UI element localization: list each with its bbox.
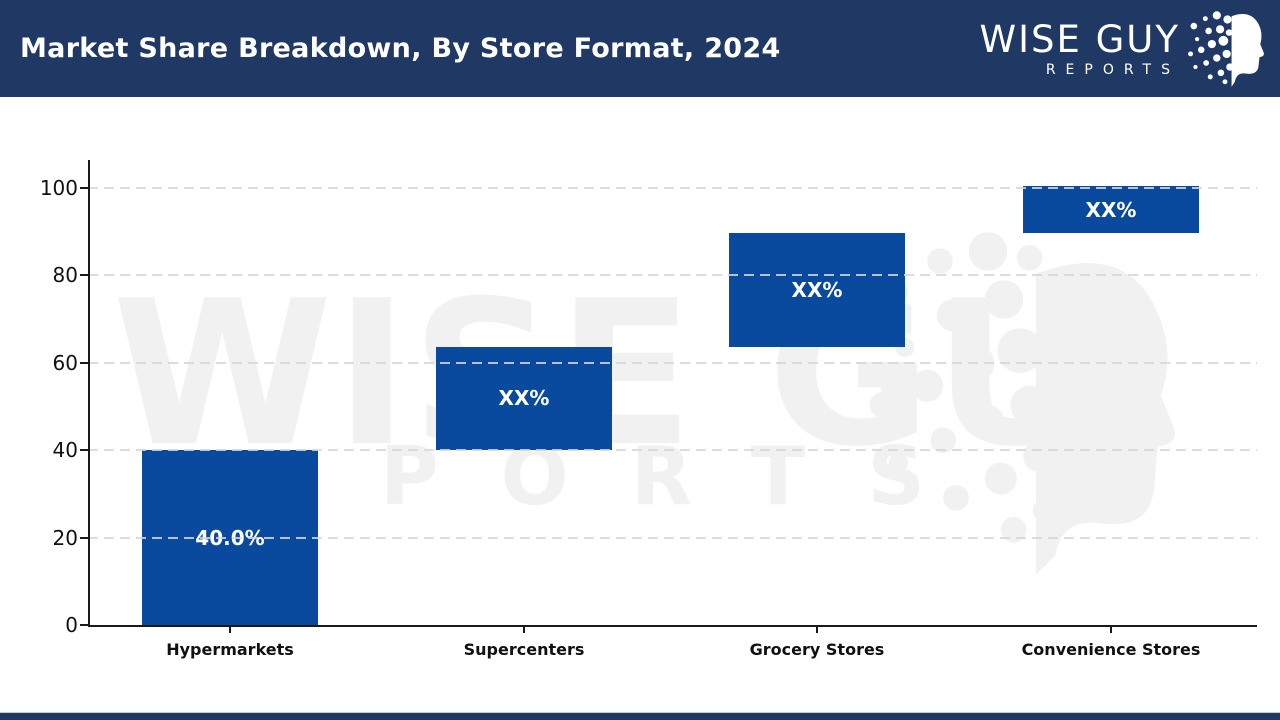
bar-grocery-stores: XX% (729, 233, 905, 347)
y-axis-tick (80, 536, 88, 539)
gridline (88, 536, 1257, 539)
x-axis-line (88, 625, 1257, 627)
bar-value-label: XX% (791, 277, 843, 302)
y-axis-line (88, 160, 90, 627)
bar-value-label: XX% (1085, 197, 1137, 222)
y-axis-tick (80, 449, 88, 451)
y-axis-tick (80, 624, 88, 626)
x-axis-tick (523, 625, 525, 633)
y-axis-tick (80, 186, 88, 189)
y-axis-label: 100 (39, 175, 78, 200)
wiseguy-logo-text: WISE GUY REPORTS (979, 18, 1180, 78)
x-axis-tick (816, 625, 818, 633)
gridline (88, 449, 1257, 451)
wiseguy-logo: WISE GUY REPORTS (980, 8, 1266, 90)
y-axis-tick (80, 361, 88, 364)
y-axis-label: 20 (52, 525, 78, 550)
x-axis-tick (229, 625, 231, 633)
y-axis-label: 60 (52, 350, 78, 375)
gridline (88, 186, 1257, 189)
y-axis-label: 40 (52, 438, 78, 462)
x-axis-tick (1110, 625, 1112, 633)
logo-wordmark: WISE GUY (979, 18, 1180, 62)
y-axis-label: 0 (65, 613, 78, 637)
logo-subtitle: REPORTS (1045, 61, 1180, 78)
x-axis-label: Convenience Stores (1021, 640, 1201, 659)
gridline (88, 274, 1257, 276)
dotted-face-profile-icon (1188, 11, 1264, 87)
x-axis-label: Hypermarkets (166, 640, 294, 659)
y-axis-label: 80 (52, 263, 78, 287)
gridline (88, 361, 1257, 364)
bar-convenience-stores: XX% (1023, 186, 1199, 233)
x-axis-label: Supercenters (463, 640, 585, 659)
chart-title: Market Share Breakdown, By Store Format,… (20, 33, 781, 64)
bar-supercenters: XX% (436, 346, 612, 450)
y-axis-tick (80, 274, 88, 276)
header-bar: Market Share Breakdown, By Store Format,… (0, 0, 1280, 97)
footer-bar (0, 712, 1280, 720)
x-axis-label: Grocery Stores (749, 640, 885, 659)
bar-value-label: XX% (498, 386, 550, 411)
watermark-face-profile-icon (869, 232, 1176, 575)
